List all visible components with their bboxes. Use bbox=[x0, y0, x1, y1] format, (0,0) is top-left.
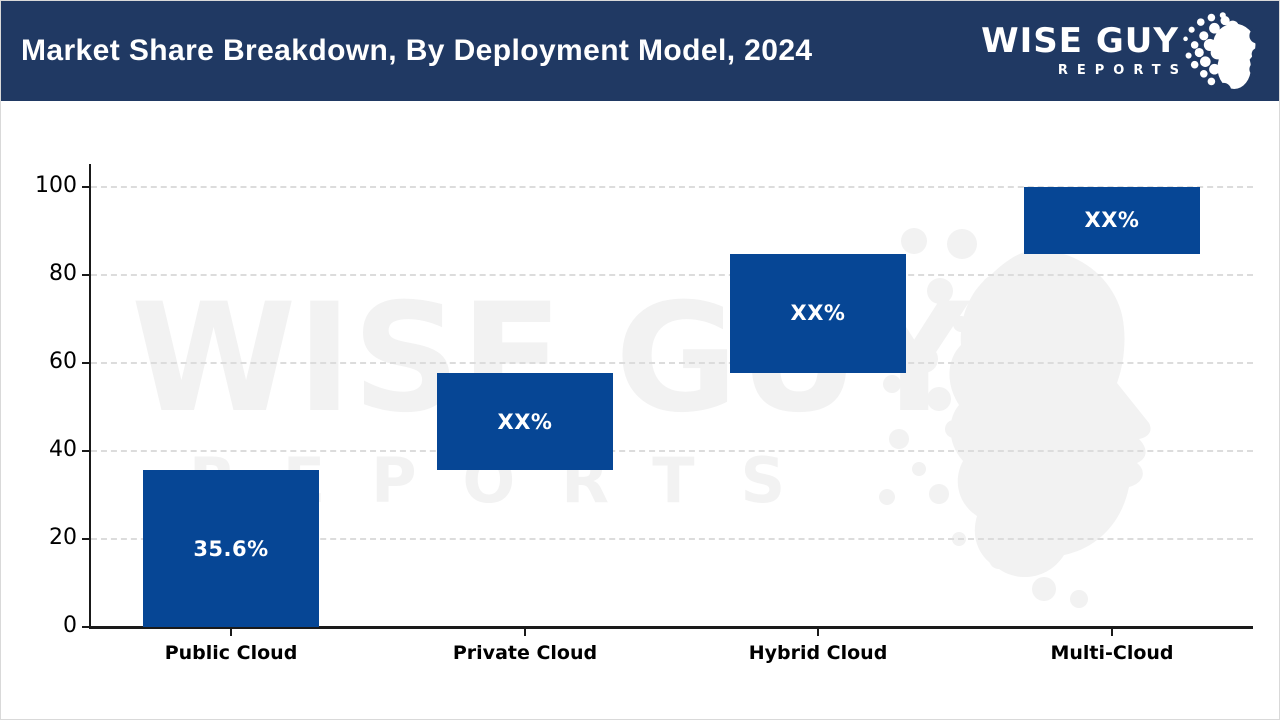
x-tick-mark bbox=[230, 629, 232, 636]
y-tick-label: 100 bbox=[35, 173, 77, 198]
bar-public-cloud: 35.6% bbox=[143, 470, 319, 627]
bar-value-label: XX% bbox=[497, 409, 553, 434]
y-tick-mark bbox=[82, 186, 89, 188]
bar-value-label: XX% bbox=[790, 301, 846, 326]
bar-private-cloud: XX% bbox=[437, 372, 613, 471]
y-tick-label: 60 bbox=[49, 349, 77, 374]
bar-value-label: 35.6% bbox=[193, 536, 269, 561]
x-tick-mark bbox=[817, 629, 819, 636]
y-tick-mark bbox=[82, 626, 89, 628]
chart-title: Market Share Breakdown, By Deployment Mo… bbox=[21, 34, 813, 67]
wiseguy-logo: WISE GUY REPORTS bbox=[981, 9, 1257, 93]
y-tick-label: 0 bbox=[63, 613, 77, 638]
logo-wordmark: WISE GUY bbox=[981, 21, 1179, 61]
x-category-label-multi-cloud: Multi-Cloud bbox=[1050, 642, 1174, 664]
logo-text: WISE GUY REPORTS bbox=[981, 24, 1179, 78]
y-tick-label: 20 bbox=[49, 525, 77, 550]
y-tick-mark bbox=[82, 274, 89, 276]
gridline-20 bbox=[91, 538, 1253, 540]
header: Market Share Breakdown, By Deployment Mo… bbox=[1, 1, 1279, 101]
y-axis-line bbox=[89, 164, 91, 628]
watermark-head-pattern bbox=[879, 228, 1151, 608]
y-tick-mark bbox=[82, 538, 89, 540]
x-tick-mark bbox=[524, 629, 526, 636]
y-tick-label: 80 bbox=[49, 261, 77, 286]
gridline-40 bbox=[91, 450, 1253, 452]
bar-value-label: XX% bbox=[1084, 208, 1140, 233]
dotted-head-icon bbox=[1183, 12, 1257, 93]
y-tick-mark bbox=[82, 362, 89, 364]
gridline-60 bbox=[91, 362, 1253, 364]
x-category-label-private-cloud: Private Cloud bbox=[452, 642, 598, 664]
gridline-80 bbox=[91, 274, 1253, 276]
x-axis-line bbox=[89, 626, 1253, 629]
x-tick-mark bbox=[1111, 629, 1113, 636]
y-tick-label: 40 bbox=[49, 437, 77, 462]
y-tick-mark bbox=[82, 450, 89, 452]
bar-multi-cloud: XX% bbox=[1024, 187, 1200, 254]
bar-hybrid-cloud: XX% bbox=[730, 253, 906, 373]
logo-subtext: REPORTS bbox=[1057, 63, 1188, 78]
gridline-100 bbox=[91, 186, 1253, 188]
x-category-label-public-cloud: Public Cloud bbox=[164, 642, 298, 664]
x-category-label-hybrid-cloud: Hybrid Cloud bbox=[748, 642, 888, 664]
